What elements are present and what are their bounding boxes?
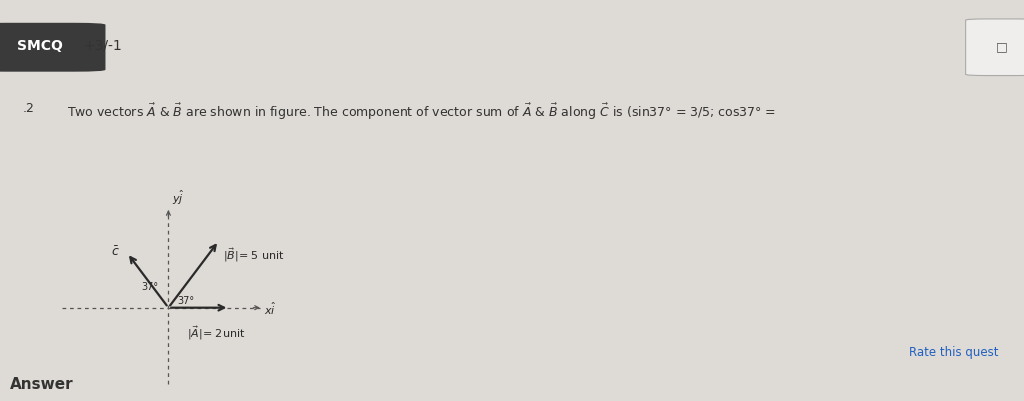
- Text: □: □: [995, 41, 1008, 53]
- FancyBboxPatch shape: [966, 20, 1024, 76]
- Text: Rate this quest: Rate this quest: [909, 346, 998, 358]
- Text: +3/-1: +3/-1: [84, 38, 123, 53]
- Text: 37°: 37°: [177, 296, 195, 305]
- Text: |$\vec{A}$|= 2unit: |$\vec{A}$|= 2unit: [186, 323, 245, 341]
- Text: |$\vec{B}$|= 5 unit: |$\vec{B}$|= 5 unit: [223, 246, 286, 263]
- Text: $\bar{c}$: $\bar{c}$: [111, 245, 120, 259]
- Text: SMCQ: SMCQ: [17, 38, 62, 53]
- Text: 37°: 37°: [141, 281, 158, 291]
- Text: Two vectors $\vec{A}$ & $\vec{B}$ are shown in figure. The component of vector s: Two vectors $\vec{A}$ & $\vec{B}$ are sh…: [67, 102, 776, 122]
- Text: $x\hat{i}$: $x\hat{i}$: [264, 300, 276, 316]
- Text: $y\hat{j}$: $y\hat{j}$: [172, 188, 184, 206]
- Text: Answer: Answer: [10, 376, 74, 391]
- FancyBboxPatch shape: [0, 24, 105, 73]
- Text: .2: .2: [23, 102, 35, 115]
